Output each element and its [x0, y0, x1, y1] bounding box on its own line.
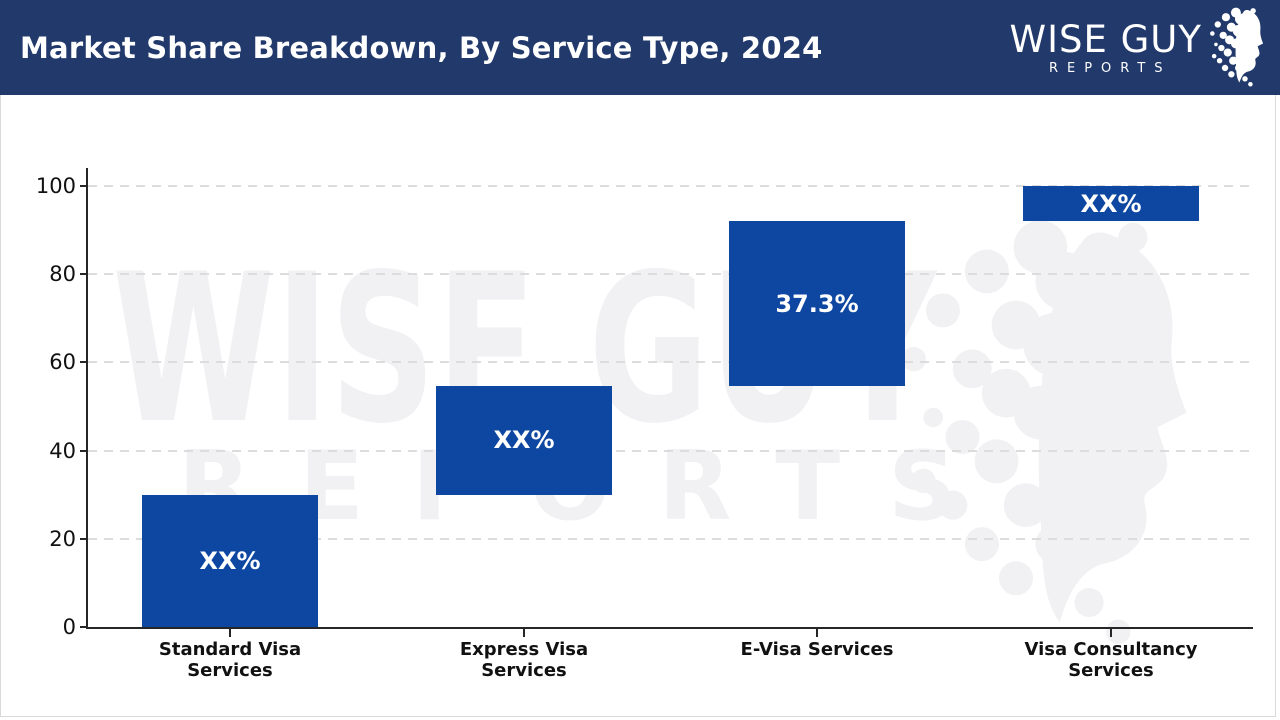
- bar-value-label: XX%: [1080, 189, 1142, 218]
- x-axis-category-label: Visa Consultancy Services: [1024, 639, 1198, 681]
- gridline-y80: [88, 273, 1253, 276]
- y-axis-tick-label: 100: [35, 174, 76, 198]
- y-axis-tick-label: 80: [49, 262, 76, 287]
- x-axis-category-label: Standard Visa Services: [158, 639, 302, 681]
- gridline-y60: [88, 361, 1253, 364]
- page-border-right: [1275, 95, 1276, 717]
- logo-text: WISE GUY REPORTS: [1009, 17, 1202, 77]
- y-axis-line: [86, 168, 88, 629]
- bar-value-label: XX%: [493, 426, 555, 455]
- y-axis-tickmark: [80, 361, 88, 364]
- y-axis-tickmark: [80, 273, 88, 276]
- y-axis-tickmark: [80, 449, 88, 452]
- wiseguy-face-icon: [1210, 7, 1264, 87]
- y-axis-tickmark: [80, 185, 88, 187]
- y-axis-tick-label: 0: [62, 615, 76, 639]
- chart-title: Market Share Breakdown, By Service Type,…: [20, 30, 823, 65]
- bar-4: XX%: [1023, 186, 1199, 222]
- page-border-bottom: [0, 716, 1276, 717]
- x-axis-tickmark: [816, 629, 818, 637]
- watermark-face-icon: [901, 220, 1187, 644]
- logo-wordmark: WISE GUY: [1009, 17, 1202, 61]
- y-axis-tick-label: 60: [49, 350, 76, 375]
- x-axis-tickmark: [523, 629, 525, 637]
- x-axis-tickmark: [229, 629, 231, 637]
- y-axis-tickmark: [80, 626, 88, 628]
- gridline-y100: [88, 185, 1253, 187]
- report-header: Market Share Breakdown, By Service Type,…: [0, 0, 1280, 95]
- bar-1: XX%: [142, 494, 318, 627]
- page-border-left: [0, 95, 1, 717]
- gridline-y40: [88, 449, 1253, 452]
- logo-tagline: REPORTS: [1048, 61, 1172, 77]
- x-axis-category-label: Express Visa Services: [459, 639, 589, 681]
- x-axis-tickmark: [1110, 629, 1112, 637]
- x-axis-category-label: E-Visa Services: [740, 639, 894, 660]
- y-axis-tick-label: 40: [49, 438, 76, 463]
- bar-value-label: 37.3%: [775, 289, 859, 318]
- y-axis-tick-label: 20: [49, 526, 76, 551]
- y-axis-tickmark: [80, 537, 88, 540]
- bar-value-label: XX%: [199, 546, 261, 575]
- market-share-chart: WISE GUY REPORTS 020406080100XX%XX%37.3%…: [0, 95, 1280, 720]
- gridline-y20: [88, 537, 1253, 540]
- x-axis-line: [86, 627, 1253, 629]
- bar-2: XX%: [436, 385, 612, 495]
- wiseguy-logo: WISE GUY REPORTS: [1010, 6, 1264, 90]
- bar-3: 37.3%: [729, 221, 905, 386]
